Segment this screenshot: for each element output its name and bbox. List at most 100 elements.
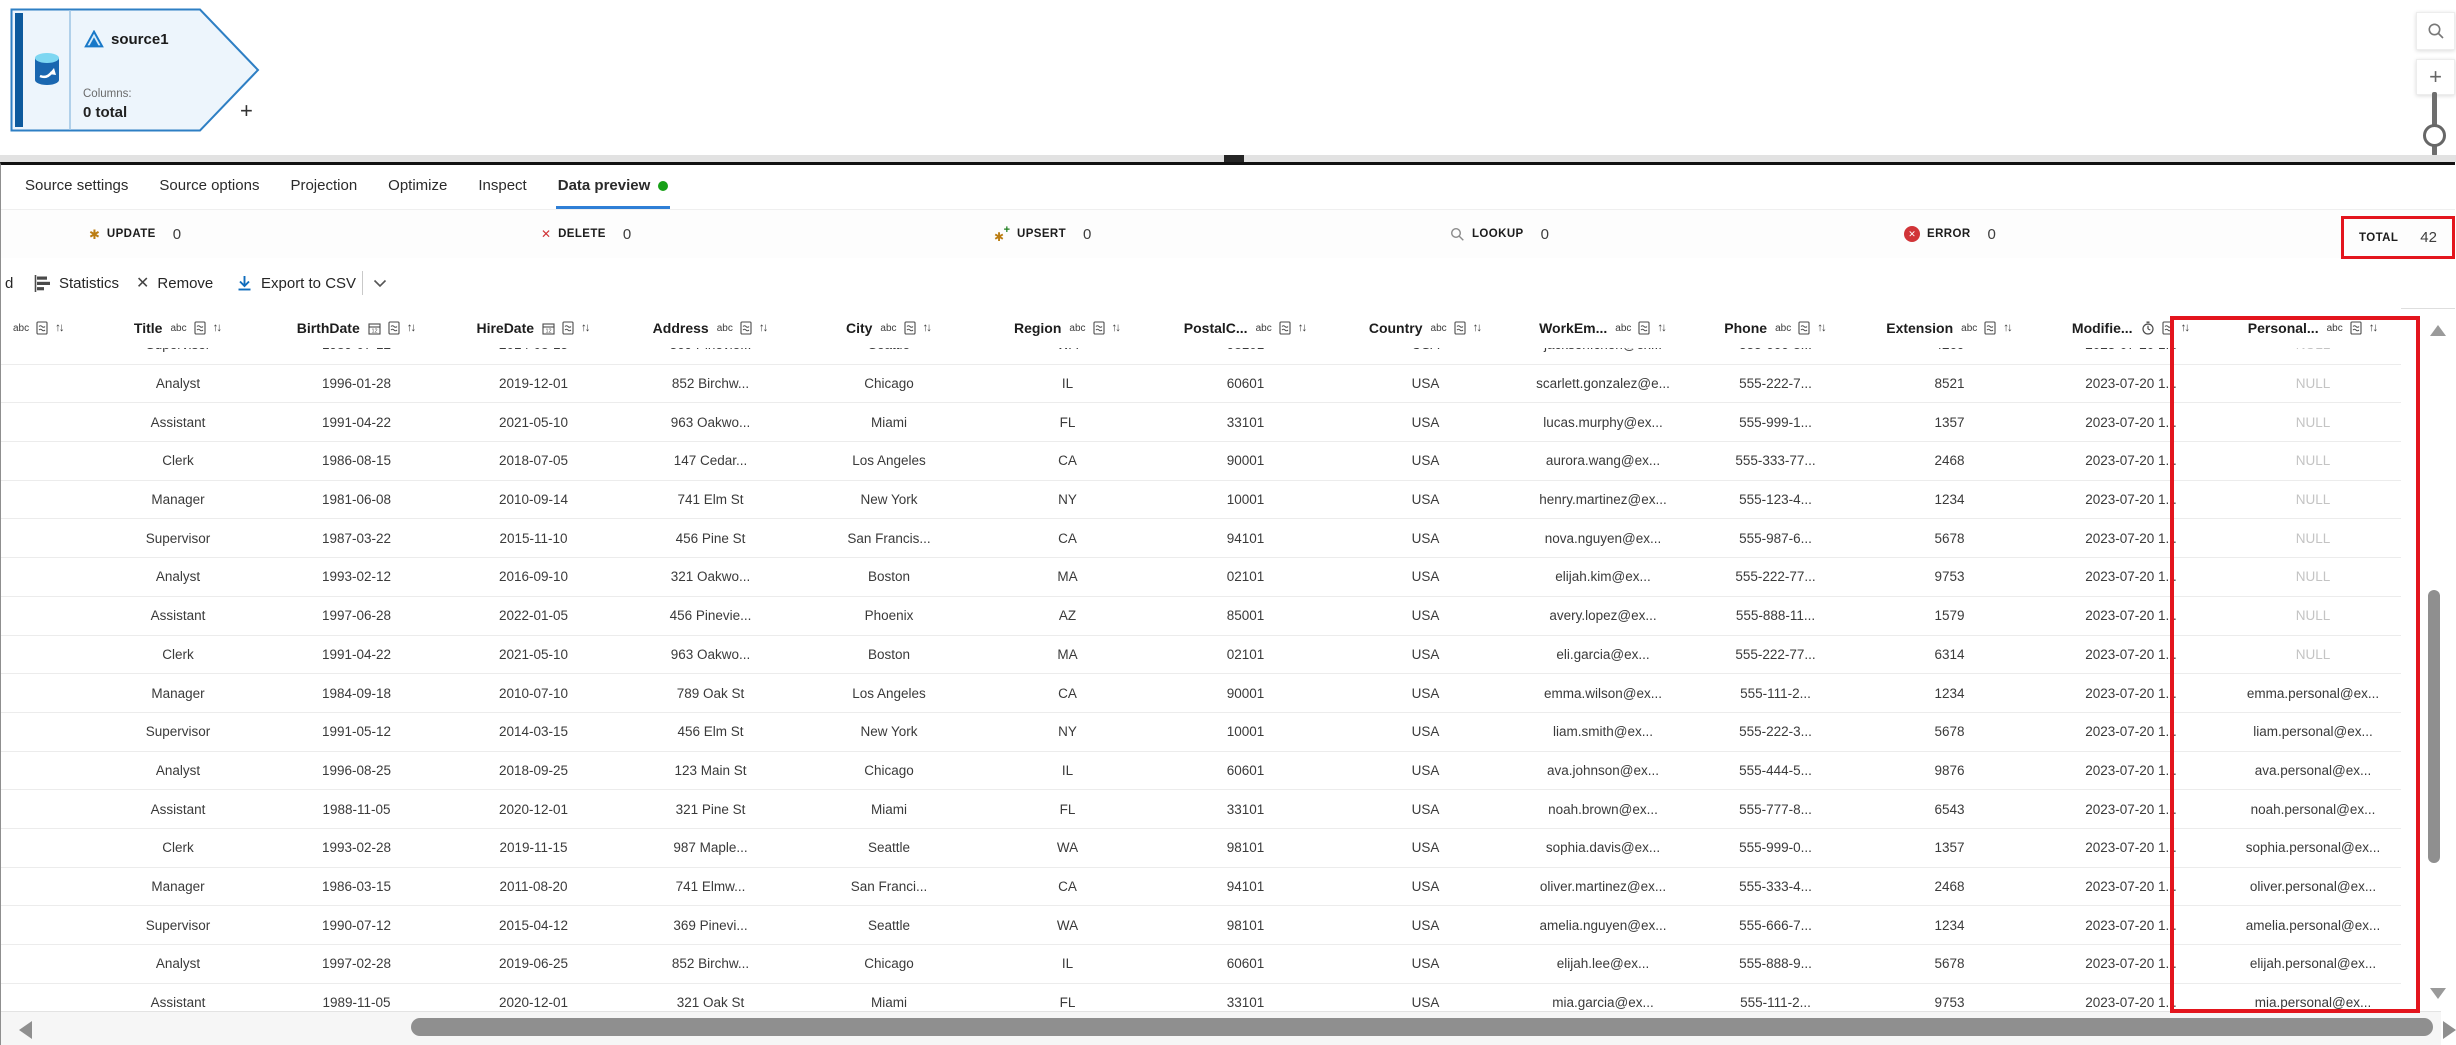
sort-icon: ↑↓ (1111, 322, 1121, 334)
statistics-chart-icon (34, 274, 50, 292)
table-cell: USA (1411, 685, 1440, 701)
add-transformation-plus[interactable]: + (240, 98, 253, 123)
toolbar-overflow-chevron[interactable] (373, 258, 387, 308)
column-header-icons: abc ↑↓ (880, 321, 932, 335)
canvas-zoom-slider-handle[interactable] (2423, 124, 2446, 147)
table-row[interactable]: Clerk 1991-04-22 2021-05-10 963 Oakwo... Bos… (1, 635, 2401, 675)
table-cell: 123 Main St (674, 762, 747, 778)
table-cell: 1993-02-28 (321, 840, 392, 856)
sort-icon: ↑↓ (581, 322, 590, 334)
table-row[interactable]: Assistant 1997-06-28 2022-01-05 456 Pinevie… (1, 596, 2401, 636)
table-cell: USA (1411, 608, 1440, 624)
column-header-personal[interactable]: Personal... abc ↑↓ (2225, 308, 2401, 348)
canvas-zoom-in-button[interactable]: + (2416, 59, 2455, 95)
column-header-birthdate[interactable]: BirthDate 12 ↑↓ (267, 308, 446, 348)
string-type-icon: abc (170, 322, 187, 334)
table-vertical-scrollbar-thumb[interactable] (2428, 590, 2440, 863)
table-row[interactable]: Manager 1986-03-15 2011-08-20 741 Elmw... Sa… (1, 867, 2401, 907)
column-header-title[interactable]: Title abc ↑↓ (89, 308, 267, 348)
table-cell: 1989-11-05 (322, 995, 391, 1011)
table-cell: 33101 (1226, 801, 1265, 817)
remove-button[interactable]: ✕ Remove (136, 258, 213, 308)
table-cell: 1981-06-08 (321, 492, 392, 508)
column-header-address[interactable]: Address abc ↑↓ (621, 308, 800, 348)
column-header-extension[interactable]: Extension abc ↑↓ (1862, 308, 2037, 348)
table-cell: 147 Cedar... (673, 453, 748, 469)
table-cell: 85001 (1226, 608, 1265, 624)
tab-source-options[interactable]: Source options (157, 165, 261, 209)
cast-type-icon (1984, 321, 1996, 335)
table-row[interactable]: Assistant 1991-04-22 2021-05-10 963 Oakwo..… (1, 403, 2401, 443)
column-header-workem[interactable]: WorkEm... abc ↑↓ (1517, 308, 1689, 348)
table-row[interactable]: Supervisor 1990-07-12 2015-04-12 369 Pinevi… (1, 906, 2401, 945)
table-scroll-up-arrow[interactable] (2430, 325, 2446, 336)
table-cell: sophia.davis@ex... (1545, 840, 1661, 856)
column-header-icons: abc ↑↓ (1615, 321, 1667, 335)
table-scroll-left-arrow[interactable] (19, 1021, 32, 1039)
tab-projection[interactable]: Projection (288, 165, 359, 209)
tab-data-preview[interactable]: Data preview (555, 165, 671, 209)
export-to-csv-button[interactable]: Export to CSV (236, 258, 356, 308)
column-header-region[interactable]: Region abc ↑↓ (978, 308, 1157, 348)
column-header-stub[interactable]: abc ↑↓ (1, 308, 89, 348)
table-row[interactable]: Manager 1984-09-18 2010-07-10 789 Oak St Los… (1, 674, 2401, 713)
table-row[interactable]: Assistant 1989-11-05 2020-12-01 321 Oak St M… (1, 983, 2401, 1011)
table-cell: Analyst (155, 376, 201, 392)
status-count: 0 (1083, 225, 1092, 243)
table-cell: 02101 (1226, 569, 1265, 585)
table-cell: 2019-11-15 (499, 840, 568, 856)
column-header-city[interactable]: City abc ↑↓ (800, 308, 978, 348)
table-cell: USA (1411, 530, 1440, 546)
table-cell: 555-222-77... (1735, 569, 1816, 585)
table-row[interactable]: Manager 1981-06-08 2010-09-14 741 Elm St New… (1, 480, 2401, 520)
table-scroll-right-arrow[interactable] (2443, 1021, 2456, 1039)
panel-resize-handle[interactable] (1224, 155, 1244, 162)
table-cell: 10001 (1226, 492, 1265, 508)
table-cell: Chicago (864, 956, 914, 972)
table-cell: 555-999-0... (1739, 840, 1812, 856)
table-horizontal-scrollbar-thumb[interactable] (411, 1018, 2433, 1036)
source1-node[interactable]: source1 Columns: 0 total (10, 8, 260, 132)
tab-source-settings[interactable]: Source settings (23, 165, 130, 209)
table-row[interactable]: Analyst 1993-02-12 2016-09-10 321 Oakwo... B… (1, 558, 2401, 597)
column-header-icons: 12 ↑↓ (542, 321, 591, 335)
statistics-button[interactable]: Statistics (34, 258, 119, 308)
column-header-modifie[interactable]: Modifie... ↑↓ (2037, 308, 2225, 348)
table-row[interactable]: Clerk 1986-08-15 2018-07-05 147 Cedar... Los… (1, 442, 2401, 481)
table-cell: Analyst (155, 762, 201, 778)
preview-ready-dot-icon (658, 180, 669, 191)
table-row[interactable]: Supervisor 1987-03-22 2015-11-10 456 Pine S… (1, 519, 2401, 559)
tab-optimize[interactable]: Optimize (386, 165, 449, 209)
column-header-label: Country (1368, 320, 1423, 336)
canvas-search-button[interactable] (2416, 12, 2455, 50)
table-row[interactable]: Assistant 1988-11-05 2020-12-01 321 Pine St… (1, 790, 2401, 829)
table-row[interactable]: Clerk 1993-02-28 2019-11-15 987 Maple... Sea… (1, 828, 2401, 868)
column-header-icons: abc ↑↓ (717, 321, 769, 335)
table-row[interactable]: Analyst 1997-02-28 2019-06-25 852 Birchw...… (1, 945, 2401, 984)
table-cell: 33101 (1226, 995, 1265, 1011)
table-cell: 2018-09-25 (498, 762, 569, 778)
table-cell: CA (1058, 878, 1077, 894)
node-title-row: source1 (84, 30, 169, 48)
table-row[interactable]: Supervisor 1991-05-12 2014-03-15 456 Elm St… (1, 712, 2401, 752)
table-cell: CA (1058, 685, 1077, 701)
dataflow-canvas[interactable]: source1 Columns: 0 total + + (0, 0, 2456, 156)
table-cell: Miami (871, 414, 907, 430)
table-cell: Seattle (867, 917, 911, 933)
column-header-country[interactable]: Country abc ↑↓ (1334, 308, 1517, 348)
table-cell: MA (1057, 569, 1078, 585)
table-cell: 1234 (1934, 492, 1965, 508)
table-cell: Supervisor (89, 348, 267, 352)
table-cell: 555-987-6... (1739, 530, 1812, 546)
table-scroll-down-arrow[interactable] (2430, 988, 2446, 999)
column-header-postalc[interactable]: PostalC... abc ↑↓ (1157, 308, 1334, 348)
table-cell: 321 Pine St (675, 801, 746, 817)
table-row[interactable]: Analyst 1996-01-28 2019-12-01 852 Birchw...… (1, 364, 2401, 404)
column-header-phone[interactable]: Phone abc ↑↓ (1689, 308, 1862, 348)
column-header-icons: ↑↓ (2141, 321, 2191, 335)
tab-inspect[interactable]: Inspect (476, 165, 528, 209)
column-header-hiredate[interactable]: HireDate 12 ↑↓ (446, 308, 621, 348)
table-row[interactable]: Analyst 1996-08-25 2018-09-25 123 Main St Ch… (1, 751, 2401, 791)
